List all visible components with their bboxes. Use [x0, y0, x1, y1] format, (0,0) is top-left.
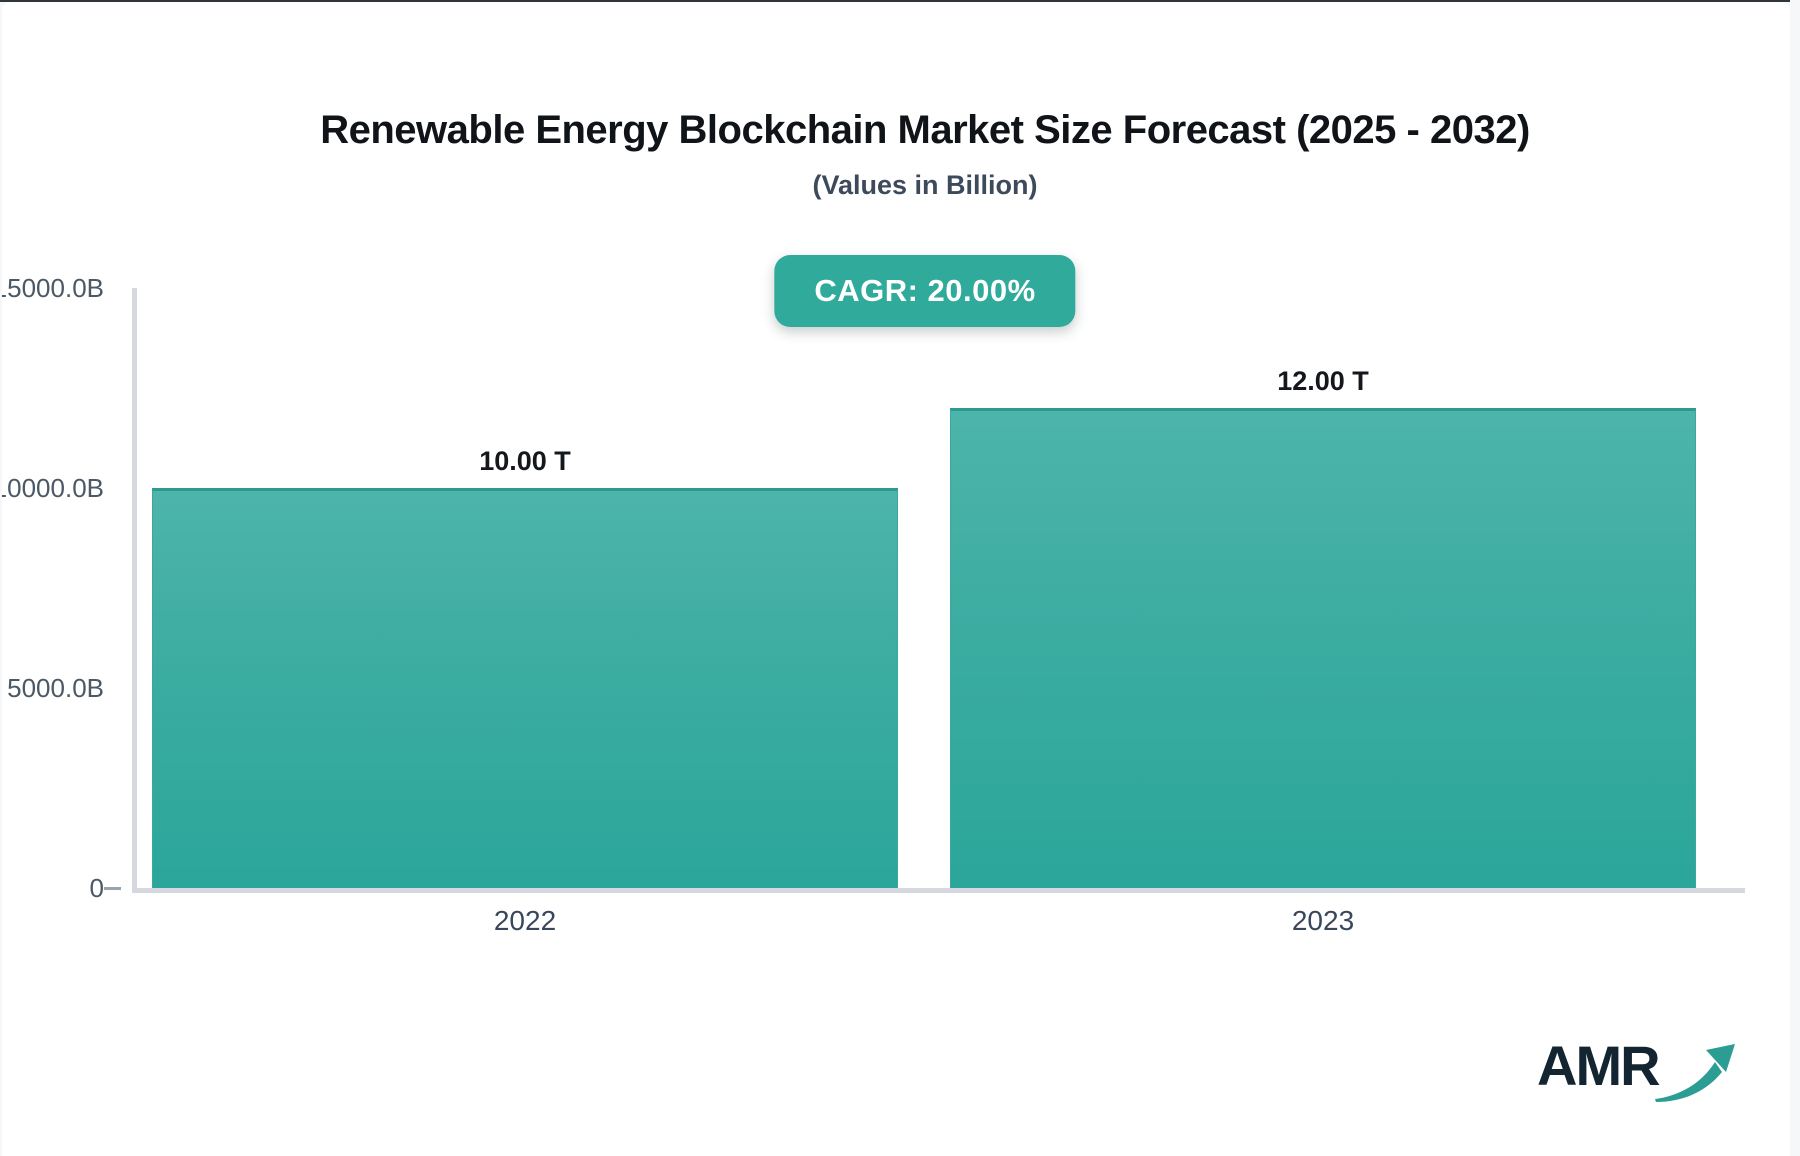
bar-2022[interactable] [152, 488, 898, 888]
cagr-badge: CAGR: 20.00% [774, 255, 1076, 327]
bar-value-label: 12.00 T [1277, 366, 1369, 396]
amr-logo: AMR [1537, 1038, 1739, 1104]
chart-title: Renewable Energy Blockchain Market Size … [320, 108, 1530, 152]
y-tick-label: 15000.0B [2, 273, 104, 303]
y-tick-label: 10000.0B [2, 473, 104, 503]
trend-up-arrow-icon [1654, 1044, 1735, 1102]
y-tick-label: 0 [89, 873, 104, 903]
y-axis-line [132, 288, 137, 893]
bar-2023[interactable] [950, 408, 1696, 888]
amr-logo-text: AMR [1537, 1034, 1661, 1097]
x-tick-label-2023: 2023 [1291, 905, 1355, 936]
chart-subtitle: (Values in Billion) [812, 170, 1038, 200]
zero-tick-dash [104, 887, 121, 890]
x-tick-label-2022: 2022 [493, 905, 557, 936]
window-top-border [0, 0, 1790, 2]
bar-chart-plot-area: 10.00 T 12.00 T [136, 252, 1745, 888]
x-axis-line [132, 888, 1745, 893]
y-tick-label: 5000.0B [7, 673, 104, 703]
bar-value-label: 10.00 T [479, 446, 571, 476]
